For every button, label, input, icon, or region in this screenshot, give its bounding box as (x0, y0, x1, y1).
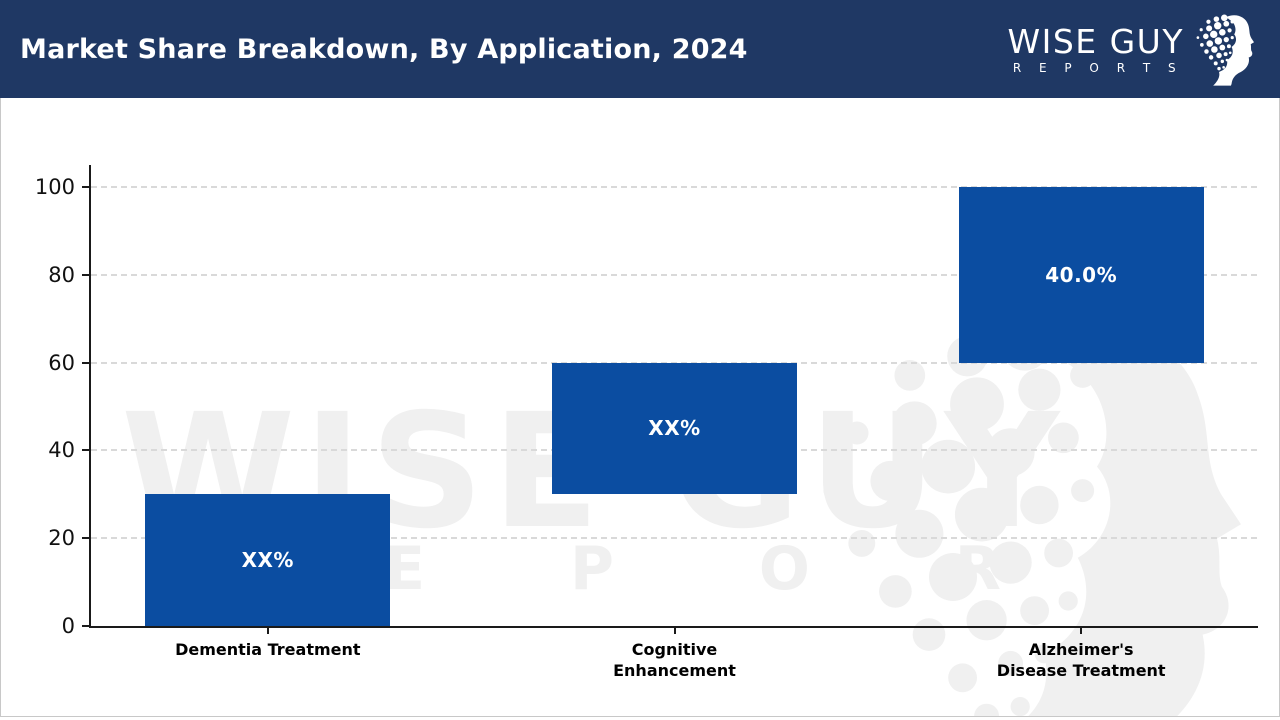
x-category-label-line: Disease Treatment (996, 661, 1166, 680)
logo-text: WISE GUY R E P O R T S (1007, 25, 1184, 74)
x-category-label-line: Dementia Treatment (175, 640, 361, 659)
bar-value-label: 40.0% (1045, 262, 1118, 287)
wise-guy-logo: WISE GUY R E P O R T S (1007, 13, 1254, 86)
logo-wordmark: WISE GUY (1007, 21, 1184, 61)
y-tick-label: 40 (48, 438, 75, 463)
logo-subtext: R E P O R T S (1012, 60, 1183, 75)
x-category-label: Dementia Treatment (175, 639, 360, 660)
x-category-label-line: Enhancement (613, 661, 736, 680)
bar-segment: XX% (145, 494, 391, 626)
bar-segment: XX% (552, 362, 797, 495)
grid-line (91, 185, 1258, 188)
x-axis-tick (266, 628, 269, 634)
x-category-label: Alzheimer's Disease Treatment (997, 639, 1166, 681)
bar-value-label: XX% (241, 548, 294, 573)
y-axis-tick (82, 537, 89, 540)
grid-line (91, 361, 1258, 364)
y-axis-tick (82, 185, 89, 188)
report-header: Market Share Breakdown, By Application, … (0, 0, 1280, 98)
y-axis-tick (82, 449, 89, 452)
bar-value-label: XX% (648, 416, 701, 441)
x-category-label: Cognitive Enhancement (613, 639, 736, 681)
y-tick-label: 60 (48, 350, 75, 375)
y-tick-label: 80 (48, 262, 75, 287)
x-category-label-line: Alzheimer's (1028, 640, 1134, 659)
wise-guy-face-icon (1188, 13, 1254, 86)
y-tick-label: 0 (61, 614, 75, 638)
chart-panel: WISE GUY R E P O R T S 020406080100XX%De… (0, 98, 1280, 717)
y-axis-tick (82, 625, 89, 627)
x-category-label-line: Cognitive (631, 640, 718, 659)
y-axis-tick (82, 273, 89, 276)
report-title: Market Share Breakdown, By Application, … (20, 33, 748, 65)
y-tick-label: 100 (34, 174, 75, 199)
bar-chart-plot: 0 20 40 60 80 100 XX% Dementia Treatment XX% Cogn… (35, 165, 1258, 680)
grid-line (91, 537, 1258, 540)
x-axis-tick (673, 628, 676, 634)
y-axis-tick (82, 361, 89, 364)
grid-line (91, 273, 1258, 276)
y-tick-label: 20 (48, 526, 75, 551)
bar-segment: 40.0% (958, 186, 1204, 363)
x-axis-tick (1080, 628, 1083, 634)
